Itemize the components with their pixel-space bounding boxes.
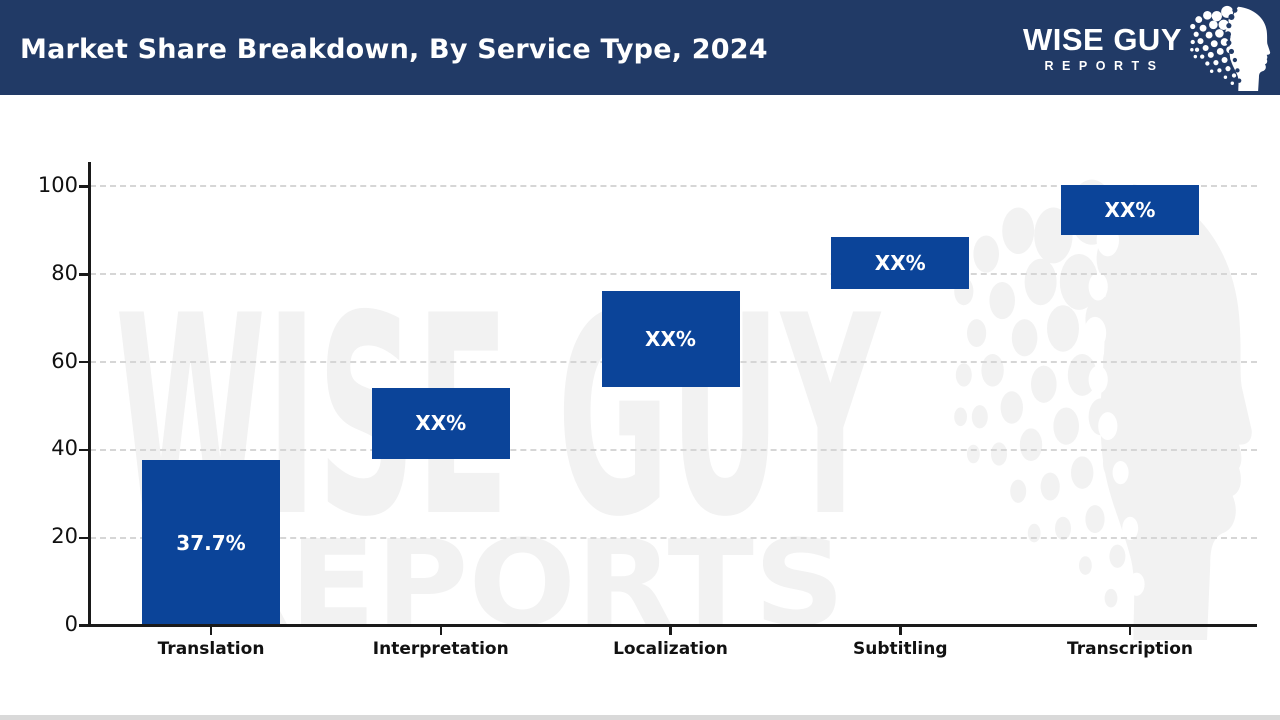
x-tick-mark [669, 627, 672, 635]
x-tick-mark [439, 627, 443, 635]
bar-subtitling: XX% [831, 236, 970, 289]
bar-localization: XX% [601, 290, 740, 387]
category-label: Transcription [1067, 639, 1193, 659]
gridline-100 [90, 185, 1257, 188]
header-bar: Market Share Breakdown, By Service Type,… [0, 0, 1280, 95]
bar-value-label: XX% [1104, 197, 1156, 222]
gridline-80 [90, 273, 1257, 276]
y-tick-label: 0 [64, 612, 78, 636]
y-tick-label: 100 [37, 173, 78, 197]
x-axis-line [88, 624, 1257, 627]
bar-interpretation: XX% [371, 388, 510, 459]
y-tick-mark [79, 185, 88, 188]
y-tick-label: 80 [51, 260, 78, 285]
bar-transcription: XX% [1061, 184, 1199, 236]
y-tick-mark [79, 360, 88, 364]
y-tick-mark [79, 273, 88, 276]
logo-wordmark: WISE GUY [1022, 21, 1182, 57]
bar-value-label: XX% [874, 250, 926, 275]
y-tick-mark [79, 536, 88, 539]
y-tick-label: 20 [51, 524, 78, 549]
footer-strip [0, 715, 1280, 720]
y-tick-mark [79, 448, 88, 452]
category-label: Translation [157, 639, 265, 659]
logo-text: WISE GUY REPORTS [1022, 21, 1182, 73]
y-tick-mark [79, 624, 88, 627]
gridline-20 [90, 536, 1257, 539]
category-label: Localization [613, 639, 728, 659]
x-tick-mark [209, 627, 213, 635]
x-tick-mark [899, 627, 902, 635]
watermark-subtitle: REPORTS [192, 514, 845, 652]
x-tick-mark [1128, 627, 1132, 635]
wise-guy-logo: WISE GUY REPORTS [1023, 4, 1272, 92]
gridline-40 [90, 448, 1257, 451]
watermark-face-icon [954, 179, 1252, 640]
bar-translation: 37.7% [142, 459, 280, 626]
bar-value-label: 37.7% [176, 530, 246, 555]
bar-value-label: XX% [415, 411, 467, 436]
bar-value-label: XX% [645, 326, 696, 351]
y-tick-label: 40 [51, 436, 78, 461]
category-label: Subtitling [852, 639, 948, 659]
logo-subtitle: REPORTS [1044, 58, 1165, 73]
category-label: Interpretation [372, 639, 509, 659]
y-tick-label: 60 [51, 348, 78, 373]
y-axis-line [88, 162, 91, 627]
chart-title: Market Share Breakdown, By Service Type,… [20, 34, 768, 65]
wise-guy-face-icon [1190, 5, 1271, 91]
